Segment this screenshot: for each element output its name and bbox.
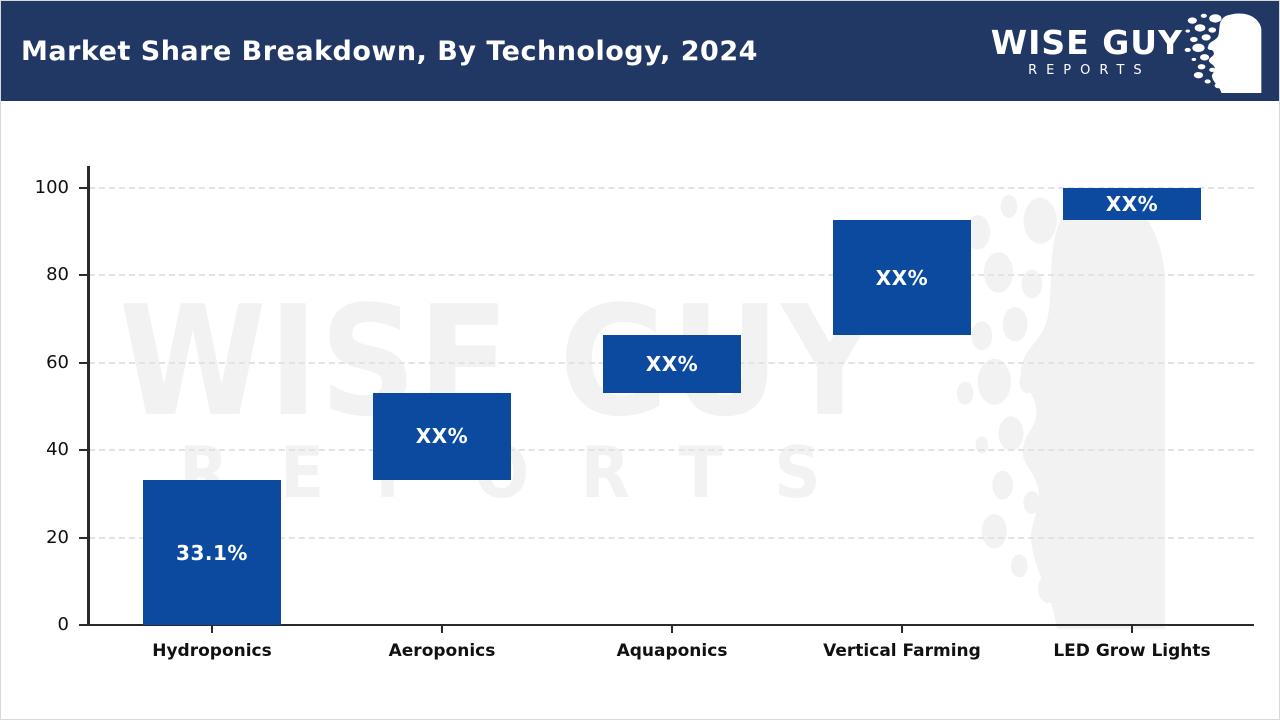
bar-value-label: XX%: [645, 352, 699, 377]
y-tick-mark: [79, 536, 87, 539]
logo-subtext: REPORTS: [1028, 62, 1151, 78]
x-tick-mark: [901, 626, 903, 633]
x-tick-mark: [1131, 626, 1133, 633]
x-category-label: Aquaponics: [616, 641, 728, 661]
bar-value-label: XX%: [1105, 191, 1159, 216]
gridline-y-20: [89, 536, 1254, 539]
wise-guy-logo: WISE GUY REPORTS: [991, 9, 1269, 93]
bar-led-grow-lights: XX%: [1063, 187, 1201, 221]
y-tick-label: 60: [46, 351, 69, 373]
gridline-y-40: [89, 449, 1254, 451]
x-tick-mark: [671, 626, 673, 633]
y-tick-mark: [79, 361, 87, 364]
y-tick-label: 40: [46, 439, 69, 460]
y-tick-mark: [79, 186, 87, 189]
x-axis-line: [87, 623, 1254, 626]
y-tick-label: 100: [34, 176, 69, 198]
chart-title: Market Share Breakdown, By Technology, 2…: [21, 35, 758, 67]
y-tick-label: 80: [46, 264, 69, 285]
y-tick-label: 20: [46, 526, 69, 548]
bar-hydroponics: 33.1%: [143, 480, 281, 625]
x-tick-mark: [441, 626, 443, 633]
y-tick-mark: [79, 274, 87, 276]
y-axis-line: [87, 166, 90, 626]
bar-aeroponics: XX%: [373, 392, 511, 481]
gridline-y-80: [89, 274, 1254, 276]
y-tick-mark: [79, 624, 87, 626]
gridline-y-100: [89, 186, 1254, 189]
x-tick-mark: [211, 626, 213, 633]
bar-value-label: XX%: [415, 424, 469, 449]
bar-aquaponics: XX%: [603, 335, 741, 393]
y-tick-label: 0: [57, 614, 69, 635]
bar-value-label: XX%: [875, 265, 929, 290]
bar-value-label: 33.1%: [176, 540, 248, 565]
x-category-label: Hydroponics: [152, 641, 272, 661]
bar-vertical-farming: XX%: [833, 220, 971, 336]
logo-wordmark: WISE GUY: [990, 22, 1183, 62]
logo-text: WISE GUY REPORTS: [991, 26, 1183, 77]
head-profile-icon: [1184, 13, 1262, 93]
x-category-label: Aeroponics: [388, 641, 496, 661]
x-category-label: LED Grow Lights: [1053, 641, 1211, 661]
x-category-label: Vertical Farming: [823, 641, 981, 661]
header: Market Share Breakdown, By Technology, 2…: [1, 1, 1279, 101]
y-tick-mark: [79, 449, 87, 451]
